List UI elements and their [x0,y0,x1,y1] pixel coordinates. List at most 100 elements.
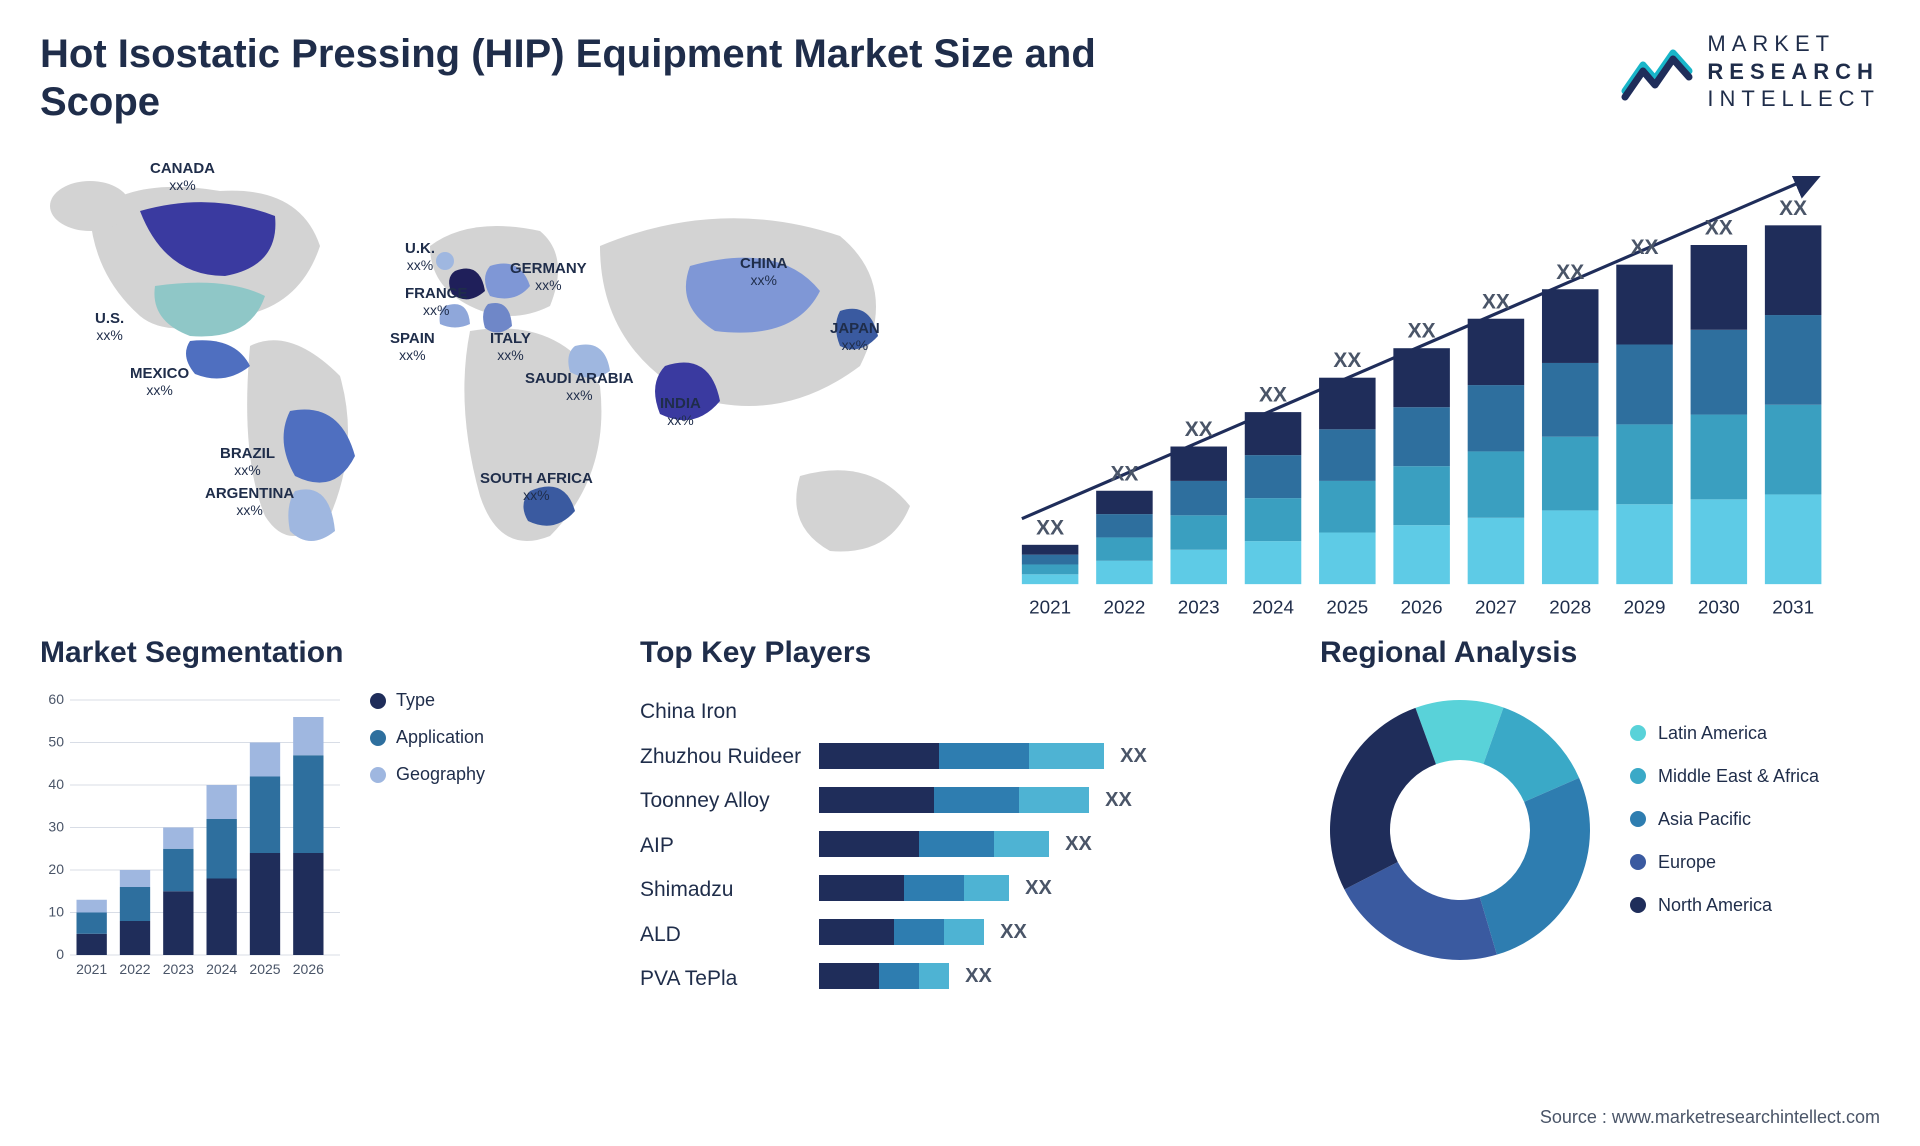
svg-text:0: 0 [56,946,64,962]
svg-text:XX: XX [1556,261,1584,284]
svg-text:XX: XX [1259,384,1287,407]
map-label-japan: JAPANxx% [830,321,880,353]
svg-text:2022: 2022 [1103,596,1145,617]
region-legend-item: Middle East & Africa [1630,766,1819,787]
svg-text:2025: 2025 [249,961,280,977]
svg-text:2031: 2031 [1772,596,1814,617]
player-label: AIP [640,824,801,869]
map-label-mexico: MEXICOxx% [130,366,189,398]
svg-text:XX: XX [1333,349,1361,372]
segmentation-title: Market Segmentation [40,636,600,670]
player-row: XX [819,910,1280,954]
svg-text:2026: 2026 [293,961,324,977]
player-value: XX [1000,921,1027,944]
segmentation-legend: Type Application Geography [370,690,485,801]
svg-text:2029: 2029 [1624,596,1666,617]
svg-text:2027: 2027 [1475,596,1517,617]
svg-text:30: 30 [48,819,64,835]
players-panel: Top Key Players China IronZhuzhou Ruidee… [640,636,1280,1002]
player-row: XX [819,866,1280,910]
svg-text:XX: XX [1185,418,1213,441]
seg-legend-type: Type [370,690,485,711]
player-label: Zhuzhou Ruideer [640,735,801,780]
svg-text:XX: XX [1631,236,1659,259]
player-label: Toonney Alloy [640,779,801,824]
player-row [819,690,1280,734]
svg-text:60: 60 [48,691,64,707]
player-row: XX [819,954,1280,998]
players-bars: XX XX XX XX XX XX [819,690,1280,1002]
logo-icon [1621,41,1693,101]
svg-text:2028: 2028 [1549,596,1591,617]
segmentation-panel: Market Segmentation 0 10 20 30 40 50 60 2021 202… [40,636,600,1002]
regional-donut [1320,690,1600,970]
svg-text:2025: 2025 [1326,596,1368,617]
svg-text:XX: XX [1036,516,1064,539]
player-label: ALD [640,913,801,958]
page-title: Hot Isostatic Pressing (HIP) Equipment M… [40,30,1140,126]
growth-chart: XX2021XX2022XX2023XX2024XX2025XX2026XX20… [980,156,1880,586]
logo-text: MARKET RESEARCH INTELLECT [1707,30,1880,113]
map-label-spain: SPAINxx% [390,331,435,363]
map-label-south-africa: SOUTH AFRICAxx% [480,471,593,503]
map-label-china: CHINAxx% [740,256,788,288]
map-label-italy: ITALYxx% [490,331,531,363]
map-label-germany: GERMANYxx% [510,261,587,293]
logo-line3: INTELLECT [1707,85,1880,113]
svg-text:2024: 2024 [206,961,237,977]
player-label: China Iron [640,690,801,735]
player-value: XX [1025,877,1052,900]
map-label-india: INDIAxx% [660,396,701,428]
player-value: XX [1105,789,1132,812]
player-value: XX [1120,745,1147,768]
map-label-argentina: ARGENTINAxx% [205,486,294,518]
seg-legend-geography: Geography [370,764,485,785]
svg-text:40: 40 [48,776,64,792]
svg-text:XX: XX [1408,320,1436,343]
svg-text:XX: XX [1705,217,1733,240]
svg-text:2021: 2021 [76,961,107,977]
svg-text:20: 20 [48,861,64,877]
logo-line1: MARKET [1707,30,1880,58]
region-legend-item: Asia Pacific [1630,809,1819,830]
svg-text:XX: XX [1779,197,1807,220]
regional-legend: Latin America Middle East & Africa Asia Pa… [1630,723,1819,938]
map-label-france: FRANCExx% [405,286,468,318]
header: Hot Isostatic Pressing (HIP) Equipment M… [40,30,1880,126]
segmentation-chart: 0 10 20 30 40 50 60 2021 2022 2023 2024 2025 2026 [40,690,340,980]
player-row: XX [819,822,1280,866]
player-value: XX [965,965,992,988]
svg-text:2023: 2023 [1178,596,1220,617]
players-labels: China IronZhuzhou RuideerToonney AlloyAI… [640,690,801,1002]
source-text: Source : www.marketresearchintellect.com [1540,1107,1880,1128]
svg-text:2023: 2023 [163,961,194,977]
region-legend-item: Latin America [1630,723,1819,744]
player-row: XX [819,734,1280,778]
seg-legend-application: Application [370,727,485,748]
player-row: XX [819,778,1280,822]
map-label-saudi-arabia: SAUDI ARABIAxx% [525,371,634,403]
brand-logo: MARKET RESEARCH INTELLECT [1621,30,1880,113]
map-label-u-s-: U.S.xx% [95,311,124,343]
svg-text:XX: XX [1482,290,1510,313]
svg-text:2030: 2030 [1698,596,1740,617]
map-label-canada: CANADAxx% [150,161,215,193]
player-value: XX [1065,833,1092,856]
map-label-brazil: BRAZILxx% [220,446,275,478]
svg-text:XX: XX [1110,462,1138,485]
svg-text:2022: 2022 [119,961,150,977]
region-legend-item: Europe [1630,852,1819,873]
region-legend-item: North America [1630,895,1819,916]
player-label: PVA TePla [640,957,801,1002]
players-title: Top Key Players [640,636,1280,670]
logo-line2: RESEARCH [1707,58,1880,86]
player-label: Shimadzu [640,868,801,913]
svg-text:2026: 2026 [1401,596,1443,617]
svg-text:10: 10 [48,904,64,920]
svg-text:2021: 2021 [1029,596,1071,617]
regional-panel: Regional Analysis Latin AmericaMiddle Ea… [1320,636,1880,1002]
world-map: CANADAxx% U.S.xx%MEXICOxx% BRAZILxx% ARGENT… [40,156,940,586]
svg-text:50: 50 [48,734,64,750]
map-label-u-k-: U.K.xx% [405,241,435,273]
growth-svg: XX2021XX2022XX2023XX2024XX2025XX2026XX20… [980,176,1880,626]
